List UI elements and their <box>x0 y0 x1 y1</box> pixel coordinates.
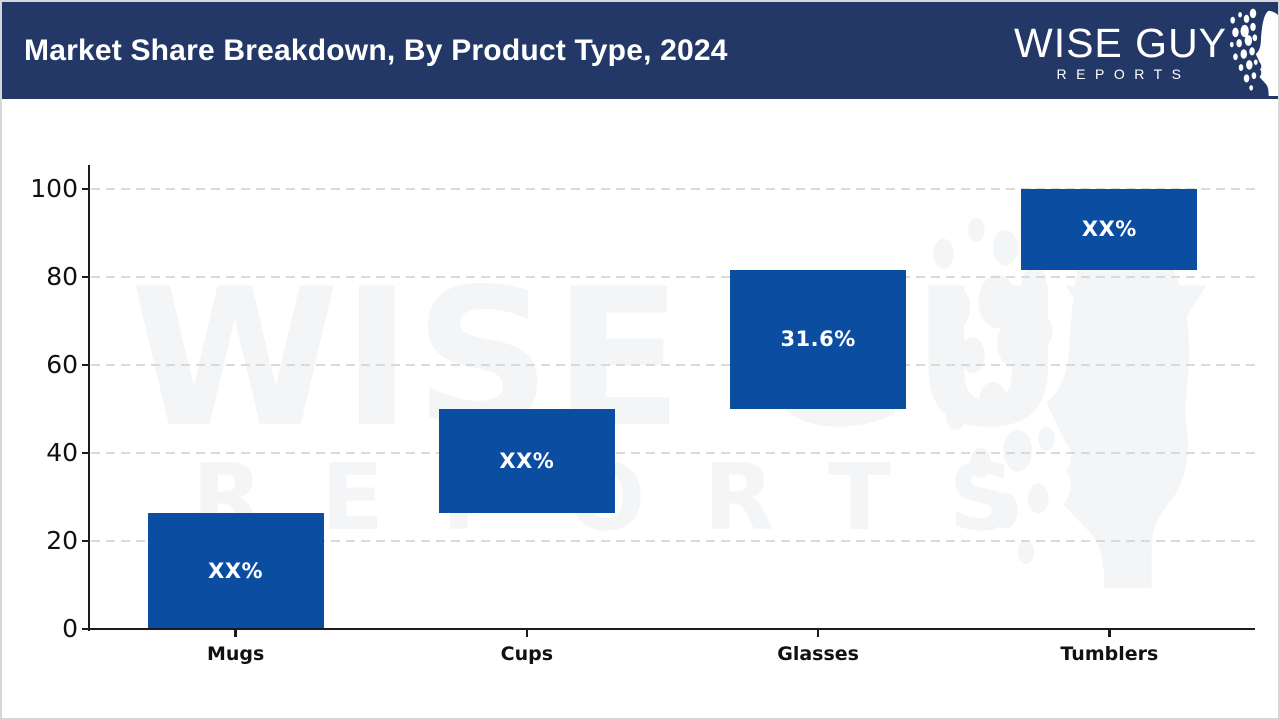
logo-face-icon <box>1229 8 1278 96</box>
bar-value-label-mugs: XX% <box>208 558 264 583</box>
x-tick-tumblers <box>1108 629 1111 637</box>
y-tick-100 <box>82 187 90 191</box>
y-tick-80 <box>82 275 90 279</box>
gridline-20 <box>91 539 1255 543</box>
y-tick-40 <box>82 451 90 455</box>
logo-text: WISE GUY REPORTS <box>1014 22 1227 82</box>
y-tick-label-60: 60 <box>46 350 78 379</box>
x-tick-mugs <box>234 629 237 637</box>
chart-area: 0 20 40 60 80 100 XX% Mugs XX% Cups 31.6% Glasses XX… <box>2 99 1278 718</box>
x-tick-glasses <box>816 629 820 637</box>
logo-subtext: REPORTS <box>1056 66 1191 82</box>
bar-value-label-glasses: 31.6% <box>780 327 856 352</box>
y-tick-20 <box>82 539 90 543</box>
logo-wordmark: WISE GUY <box>1014 20 1228 66</box>
gridline-100 <box>91 187 1255 191</box>
x-tick-label-tumblers: Tumblers <box>1060 643 1159 665</box>
bar-glasses: 31.6% <box>730 269 907 409</box>
y-tick-0 <box>82 627 90 631</box>
y-tick-60 <box>82 363 90 367</box>
header-bar: Market Share Breakdown, By Product Type,… <box>2 2 1278 99</box>
bar-cups: XX% <box>438 409 615 513</box>
x-tick-label-cups: Cups <box>500 643 554 665</box>
y-tick-label-40: 40 <box>46 438 78 467</box>
y-tick-label-100: 100 <box>30 174 78 203</box>
y-axis-spine <box>87 165 90 632</box>
y-tick-label-80: 80 <box>46 262 78 291</box>
page-title: Market Share Breakdown, By Product Type,… <box>24 33 728 67</box>
x-tick-label-glasses: Glasses <box>777 643 859 665</box>
gridline-60 <box>91 363 1255 367</box>
x-tick-cups <box>525 629 529 637</box>
gridline-80 <box>91 275 1255 279</box>
y-tick-label-20: 20 <box>46 526 78 555</box>
x-axis-spine <box>87 628 1255 631</box>
bar-value-label-cups: XX% <box>499 448 555 473</box>
bar-value-label-tumblers: XX% <box>1081 217 1137 242</box>
y-tick-label-0: 0 <box>62 614 78 643</box>
bar-tumblers: XX% <box>1021 189 1198 270</box>
gridline-40 <box>91 451 1255 455</box>
bar-mugs: XX% <box>147 512 324 629</box>
x-tick-label-mugs: Mugs <box>206 643 265 665</box>
logo: WISE GUY REPORTS <box>1014 8 1278 96</box>
